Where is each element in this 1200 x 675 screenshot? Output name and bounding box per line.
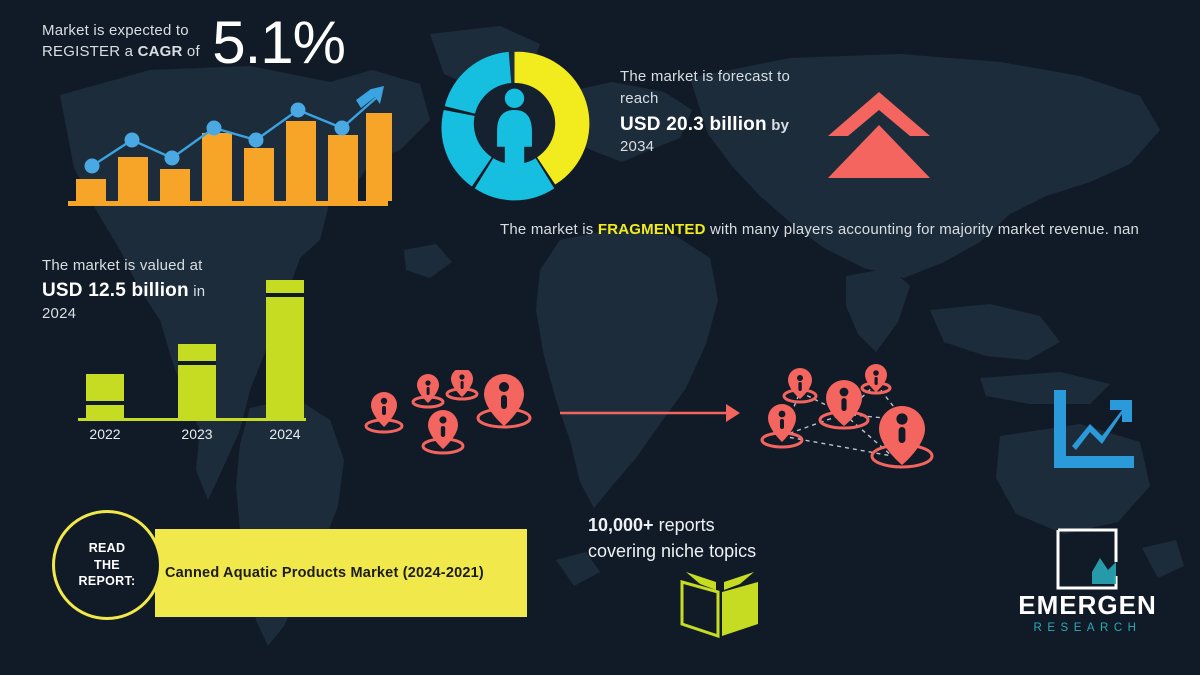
chart-bars <box>76 113 392 201</box>
pin-person-glyphs <box>778 370 908 443</box>
logo-subtitle: RESEARCH <box>1033 622 1142 634</box>
connected-location-pin-network-icon <box>760 364 934 469</box>
green-bars <box>86 280 304 418</box>
forecast-line-2: reach <box>620 89 659 107</box>
bar-segment-dividers <box>86 293 304 405</box>
double-up-arrow-icon <box>828 92 930 178</box>
reports-count: 10,000+ <box>588 515 654 535</box>
cagr-label: CAGR <box>137 43 183 61</box>
green-chart-baseline <box>78 418 306 421</box>
forecast-block: The market is forecast to reach USD 20.3… <box>620 66 860 158</box>
pins <box>371 370 524 449</box>
triangle-top <box>828 92 930 136</box>
fragmented-statement: The market is FRAGMENTED with many playe… <box>500 219 1140 241</box>
tick-2022: 2022 <box>89 426 120 442</box>
reports-line-1: 10,000+ reports <box>588 512 848 538</box>
reports-line-2: covering niche topics <box>588 541 757 562</box>
person-icon <box>497 88 532 172</box>
cagr-line-2: REGISTER a CAGR of <box>42 41 200 63</box>
cagr-value: 5.1% <box>212 9 346 76</box>
fragmented-highlight: FRAGMENTED <box>597 221 706 238</box>
tick-2023: 2023 <box>181 426 212 442</box>
report-title[interactable]: Canned Aquatic Products Market (2024-202… <box>165 565 484 581</box>
fragmented-suffix: with many players accounting for majorit… <box>705 221 1140 238</box>
read-the-report-badge[interactable]: READ THE REPORT: <box>52 510 162 620</box>
cagr-line-2-suffix: of <box>182 43 200 61</box>
market-value-chart: 2022 2023 2024 <box>78 280 306 442</box>
valued-year: 2024 <box>42 304 77 322</box>
fragmented-prefix: The market is <box>500 221 598 238</box>
chart-baseline <box>68 201 388 206</box>
forecast-line-1: The market is forecast to <box>620 68 791 85</box>
trend-arrow-icon <box>356 86 384 108</box>
report-banner[interactable] <box>155 529 527 617</box>
location-pin-cluster-icon <box>364 370 532 455</box>
square-chart-logo-icon <box>1056 528 1118 590</box>
forecast-by-word: by <box>771 116 790 134</box>
market-share-donut <box>441 51 590 201</box>
open-book-icon <box>680 572 758 638</box>
green-chart-tick-labels: 2022 2023 2024 <box>89 426 300 442</box>
right-arrow-icon <box>560 404 740 422</box>
reports-count-block: 10,000+ reports covering niche topics <box>588 512 848 564</box>
cagr-caption: Market is expected to REGISTER a CAGR of <box>42 20 200 72</box>
cagr-line-1: Market is expected to <box>42 21 189 39</box>
logo-wordmark: EMERGEN <box>1018 590 1157 620</box>
cagr-block: Market is expected to REGISTER a CAGR of… <box>42 9 402 76</box>
market-value-block: The market is valued at USD 12.5 billion… <box>42 255 342 324</box>
triangle-bottom <box>828 125 930 178</box>
reports-line-1-suffix: reports <box>653 515 715 535</box>
cagr-line-2-prefix: REGISTER a <box>42 43 138 61</box>
tick-2024: 2024 <box>269 426 300 442</box>
pin-person-glyphs <box>380 374 509 437</box>
emergen-research-logo[interactable]: EMERGEN RESEARCH <box>1000 528 1175 648</box>
growth-chart-icon <box>1054 390 1134 468</box>
read-the-report-label: READ THE REPORT: <box>78 540 136 589</box>
forecast-year: 2034 <box>620 138 655 156</box>
valued-value: USD 12.5 billion <box>42 279 189 301</box>
valued-in-word: in <box>193 282 206 300</box>
cagr-trend-chart <box>68 86 392 206</box>
valued-line-1: The market is valued at <box>42 257 203 274</box>
forecast-value: USD 20.3 billion <box>620 113 767 135</box>
trend-markers <box>84 102 350 174</box>
